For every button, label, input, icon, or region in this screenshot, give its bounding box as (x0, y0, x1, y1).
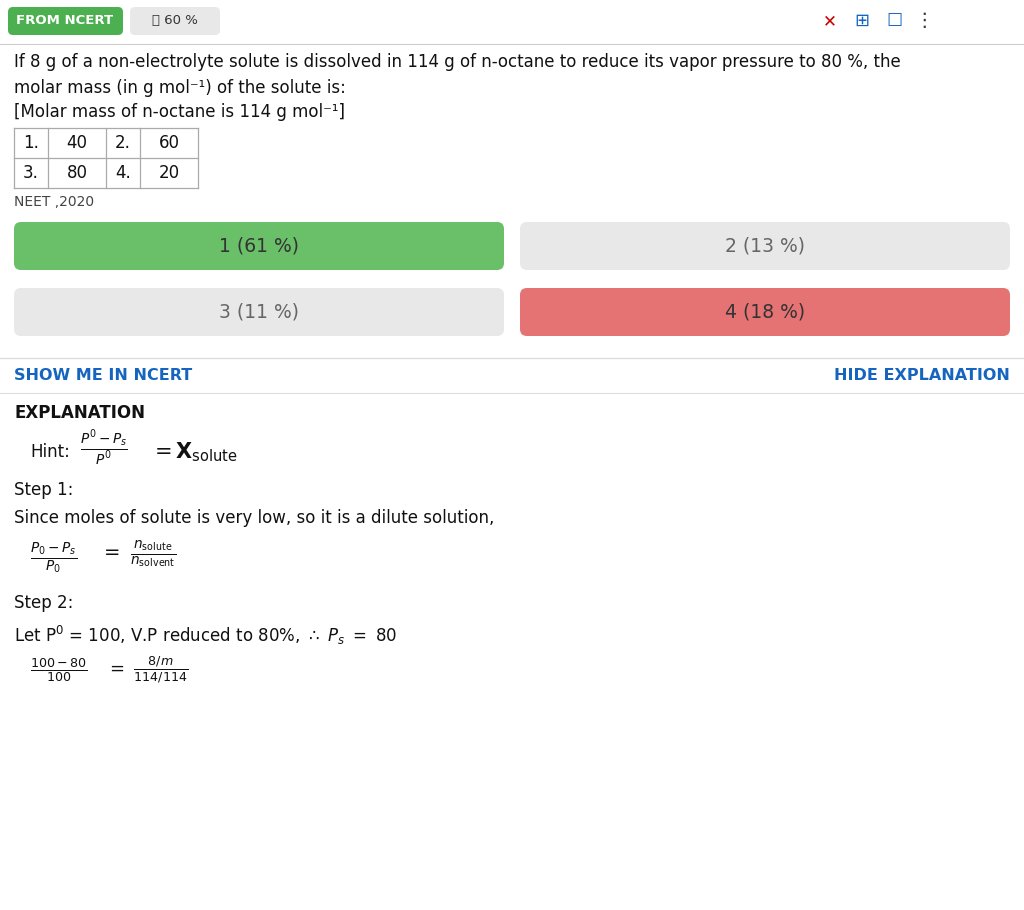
Text: Step 2:: Step 2: (14, 594, 74, 612)
FancyBboxPatch shape (14, 222, 504, 270)
Text: NEET ,2020: NEET ,2020 (14, 195, 94, 209)
Text: FROM NCERT: FROM NCERT (16, 15, 114, 27)
Text: 40: 40 (67, 134, 87, 152)
Text: 3 (11 %): 3 (11 %) (219, 302, 299, 321)
Text: molar mass (in g mol⁻¹) of the solute is:: molar mass (in g mol⁻¹) of the solute is… (14, 79, 346, 97)
Text: Hint:: Hint: (30, 443, 70, 461)
Text: ☐: ☐ (886, 12, 902, 30)
FancyBboxPatch shape (520, 222, 1010, 270)
Text: Since moles of solute is very low, so it is a dilute solution,: Since moles of solute is very low, so it… (14, 509, 495, 527)
Text: 80: 80 (67, 164, 87, 182)
FancyBboxPatch shape (14, 288, 504, 336)
Text: 4 (18 %): 4 (18 %) (725, 302, 805, 321)
Text: ⋮: ⋮ (914, 12, 934, 31)
Text: $\frac{P_0-P_s}{P_0}$: $\frac{P_0-P_s}{P_0}$ (30, 541, 77, 575)
Text: Step 1:: Step 1: (14, 481, 74, 499)
Text: $\frac{P^{0}-P_{s}}{P^{0}}$: $\frac{P^{0}-P_{s}}{P^{0}}$ (80, 429, 128, 468)
Text: 20: 20 (159, 164, 179, 182)
Text: 60: 60 (159, 134, 179, 152)
Text: 1.: 1. (24, 134, 39, 152)
Text: $= \mathbf{X}_{\mathrm{solute}}$: $= \mathbf{X}_{\mathrm{solute}}$ (150, 440, 238, 464)
Text: 2.: 2. (115, 134, 131, 152)
FancyBboxPatch shape (130, 7, 220, 35)
Text: If 8 g of a non-electrolyte solute is dissolved in 114 g of n-octane to reduce i: If 8 g of a non-electrolyte solute is di… (14, 53, 901, 71)
Text: 2 (13 %): 2 (13 %) (725, 237, 805, 256)
Text: $=\ \frac{8/m}{114/114}$: $=\ \frac{8/m}{114/114}$ (106, 654, 188, 685)
Text: ⊞: ⊞ (854, 12, 869, 30)
Text: 4.: 4. (115, 164, 131, 182)
Text: $\frac{100-80}{100}$: $\frac{100-80}{100}$ (30, 656, 87, 684)
FancyBboxPatch shape (520, 288, 1010, 336)
Text: Let $\mathrm{P}^0$ = 100, V.P reduced to 80%, $\therefore\ P_s\ =\ 80$: Let $\mathrm{P}^0$ = 100, V.P reduced to… (14, 623, 397, 646)
Text: EXPLANATION: EXPLANATION (14, 404, 145, 422)
FancyBboxPatch shape (8, 7, 123, 35)
Text: SHOW ME IN NCERT: SHOW ME IN NCERT (14, 368, 193, 382)
Text: $=\ \frac{n_{\mathrm{solute}}}{n_{\mathrm{solvent}}}$: $=\ \frac{n_{\mathrm{solute}}}{n_{\mathr… (100, 539, 176, 570)
Text: 👍 60 %: 👍 60 % (152, 15, 198, 27)
Text: 3.: 3. (24, 164, 39, 182)
Text: 1 (61 %): 1 (61 %) (219, 237, 299, 256)
Text: ✕: ✕ (823, 12, 837, 30)
Text: HIDE EXPLANATION: HIDE EXPLANATION (835, 368, 1010, 382)
Text: [Molar mass of n-octane is 114 g mol⁻¹]: [Molar mass of n-octane is 114 g mol⁻¹] (14, 103, 345, 121)
